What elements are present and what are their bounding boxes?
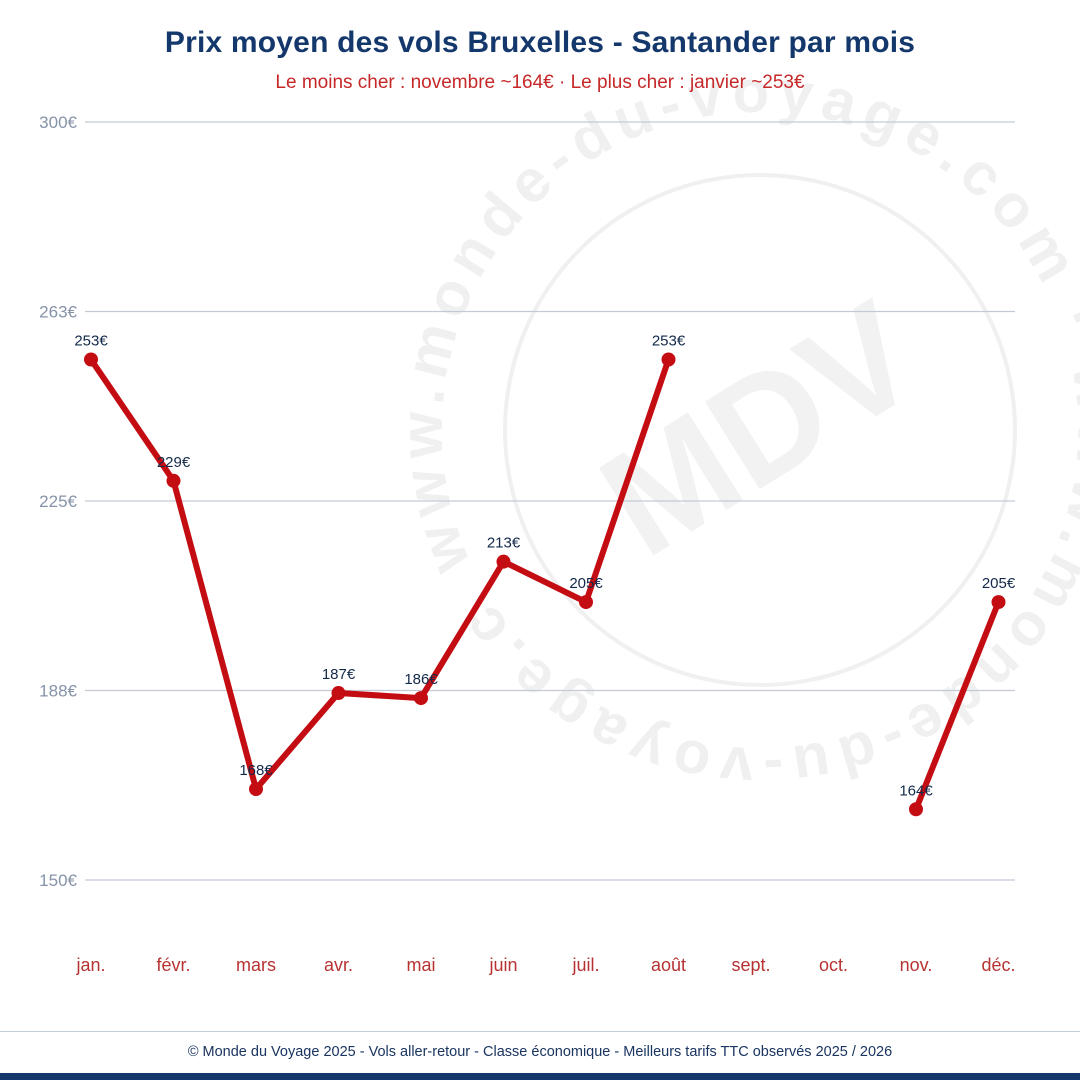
data-point-label: 186€ [404,671,438,688]
x-axis-month-label: mars [236,955,276,975]
y-axis-tick-label: 263€ [39,303,77,322]
x-axis-month-label: févr. [156,955,190,975]
data-point-label: 229€ [157,454,191,471]
data-point [909,802,923,817]
page-title: Prix moyen des vols Bruxelles - Santande… [164,26,916,59]
data-point [166,473,181,488]
footer-text: © Monde du Voyage 2025 - Vols aller-reto… [187,1044,893,1060]
data-point-label: 205€ [569,575,603,592]
x-axis-month-label: jan. [75,955,105,975]
x-axis-month-label: déc. [981,955,1015,975]
data-point [84,352,98,367]
data-point [496,554,511,569]
price-line [913,599,1002,813]
y-axis-tick-label: 188€ [39,682,77,701]
x-axis-month-label: oct. [819,955,848,975]
y-axis-tick-label: 150€ [39,871,77,890]
x-axis-month-label: août [651,955,686,975]
watermark-center-text: MDV [573,269,945,588]
data-point-label: 168€ [239,762,273,779]
data-point [249,782,263,797]
data-point [579,595,593,610]
data-point [991,595,1006,610]
price-line [88,356,672,793]
data-point-label: 253€ [74,333,108,350]
watermark-circle [503,173,1017,687]
x-axis-month-label: juin [488,955,517,975]
y-axis-tick-label: 300€ [39,113,77,132]
x-axis-month-label: juil. [571,955,599,975]
chart-header: Prix moyen des vols Bruxelles - Santande… [0,0,1080,94]
x-axis-month-label: mai [406,955,435,975]
data-point-label: 205€ [982,575,1016,592]
chart-subtitle: Le moins cher : novembre ~164€ · Le plus… [275,72,805,93]
data-point-label: 253€ [652,333,686,350]
footer-accent-bar [0,1073,1080,1080]
x-axis-month-label: avr. [324,955,353,975]
data-point [661,352,676,367]
x-axis-month-label: sept. [731,955,770,975]
data-point-label: 213€ [487,535,521,552]
data-point-label: 187€ [322,666,356,683]
y-axis-tick-label: 225€ [39,492,77,511]
footer: © Monde du Voyage 2025 - Vols aller-reto… [0,1031,1080,1073]
x-axis-month-label: nov. [900,955,933,975]
data-point-label: 164€ [899,782,933,799]
data-point [331,686,346,701]
data-point [414,691,428,706]
